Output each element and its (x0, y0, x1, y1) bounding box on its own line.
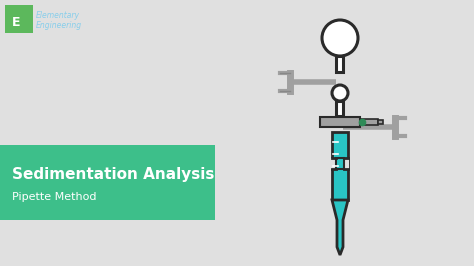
Bar (378, 120, 383, 124)
FancyBboxPatch shape (5, 5, 33, 33)
Bar (360, 119, 378, 125)
FancyBboxPatch shape (332, 132, 348, 200)
Bar (331, 158, 349, 169)
Bar (337, 56, 344, 72)
Text: Elementary: Elementary (36, 10, 80, 19)
FancyBboxPatch shape (0, 145, 215, 220)
Text: Sedimentation Analysis: Sedimentation Analysis (12, 168, 214, 182)
Circle shape (322, 20, 358, 56)
Text: Pipette Method: Pipette Method (12, 192, 97, 202)
Polygon shape (332, 200, 348, 255)
Bar (337, 101, 344, 116)
Text: E: E (12, 16, 20, 29)
Text: Engineering: Engineering (36, 20, 82, 30)
Bar (336, 158, 344, 169)
FancyBboxPatch shape (320, 117, 360, 127)
Circle shape (332, 85, 348, 101)
